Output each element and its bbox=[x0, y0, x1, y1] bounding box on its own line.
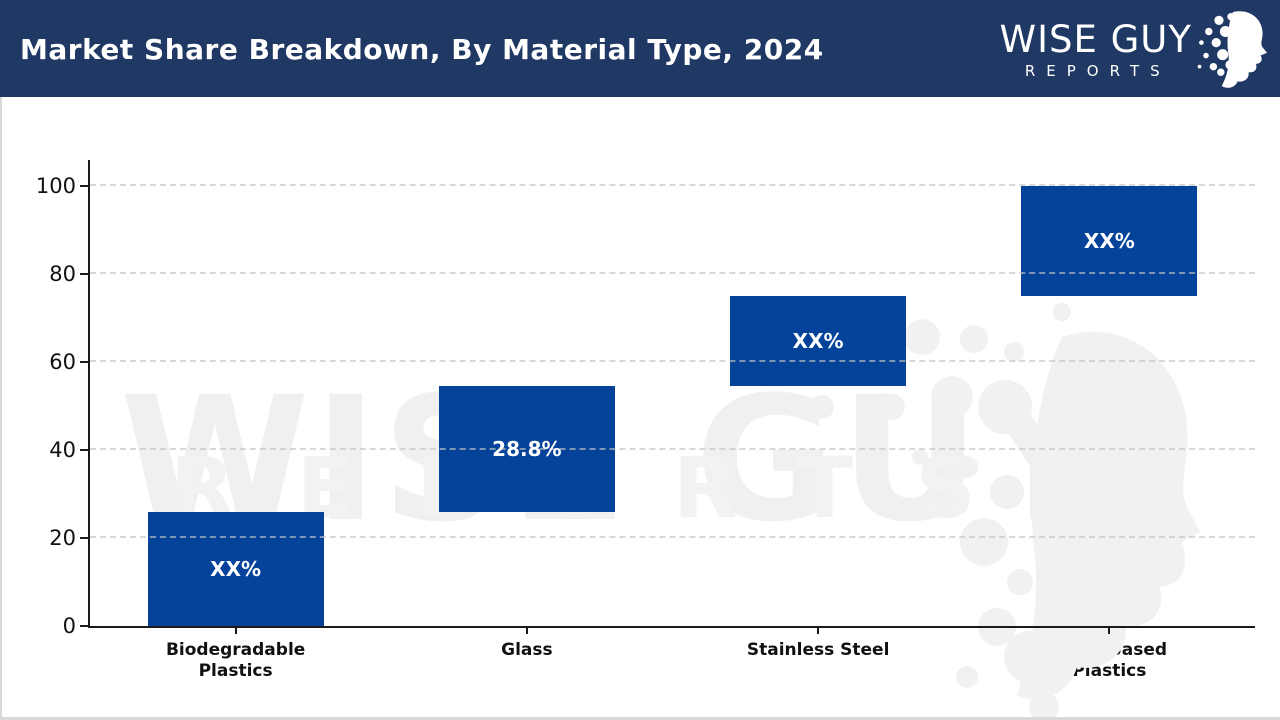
logo-wordmark: WISE GUY bbox=[999, 17, 1192, 61]
y-tick-mark bbox=[80, 185, 88, 187]
y-tick-mark bbox=[80, 625, 88, 627]
x-tick-mark bbox=[817, 626, 820, 634]
y-tick-label: 20 bbox=[49, 526, 76, 550]
gridline bbox=[90, 448, 1255, 450]
gridline bbox=[90, 184, 1255, 186]
logo-face-icon bbox=[1197, 11, 1268, 88]
x-axis-spine bbox=[88, 626, 1255, 628]
x-tick-label: Stainless Steel bbox=[746, 640, 890, 660]
x-tick-mark bbox=[1108, 626, 1111, 634]
gridline bbox=[90, 272, 1255, 274]
bar-value-label: XX% bbox=[210, 557, 262, 582]
y-tick-mark bbox=[80, 273, 88, 275]
y-tick-label: 60 bbox=[49, 350, 76, 374]
x-tick-label: Biodegradable Plastics bbox=[165, 640, 306, 682]
gridline bbox=[90, 360, 1255, 362]
x-tick-mark bbox=[525, 626, 528, 634]
bar-value-label: 28.8% bbox=[492, 437, 562, 462]
logo-text: WISE GUY REPORTS bbox=[1000, 21, 1192, 80]
y-tick-mark bbox=[80, 361, 88, 363]
chart-area: WISE GUY REPORTS XX%28.8%XX%XX% 02040608… bbox=[2, 97, 1280, 717]
bar bbox=[147, 512, 324, 626]
bar bbox=[1021, 186, 1198, 296]
gridline bbox=[90, 536, 1255, 538]
bar bbox=[730, 296, 907, 386]
y-tick-label: 0 bbox=[62, 614, 76, 638]
x-tick-mark bbox=[234, 626, 237, 634]
plot-area: XX% 28.8% XX% XX% bbox=[88, 160, 1255, 628]
logo-subtext: REPORTS bbox=[1024, 61, 1171, 80]
y-tick-label: 100 bbox=[35, 174, 76, 198]
y-tick-mark bbox=[80, 537, 88, 539]
bar-value-label: XX% bbox=[1083, 229, 1135, 253]
watermark-face-icon bbox=[810, 303, 1200, 717]
y-tick-label: 80 bbox=[49, 262, 76, 286]
header: Market Share Breakdown, By Material Type… bbox=[0, 0, 1280, 97]
x-tick-label: Glass bbox=[501, 640, 553, 660]
logo: WISE GUY REPORTS bbox=[1000, 6, 1268, 94]
page-title: Market Share Breakdown, By Material Type… bbox=[20, 33, 824, 66]
y-tick-label: 40 bbox=[49, 438, 76, 462]
y-axis-spine bbox=[88, 160, 90, 628]
bar-value-label: XX% bbox=[792, 328, 844, 353]
y-tick-mark bbox=[80, 449, 88, 451]
